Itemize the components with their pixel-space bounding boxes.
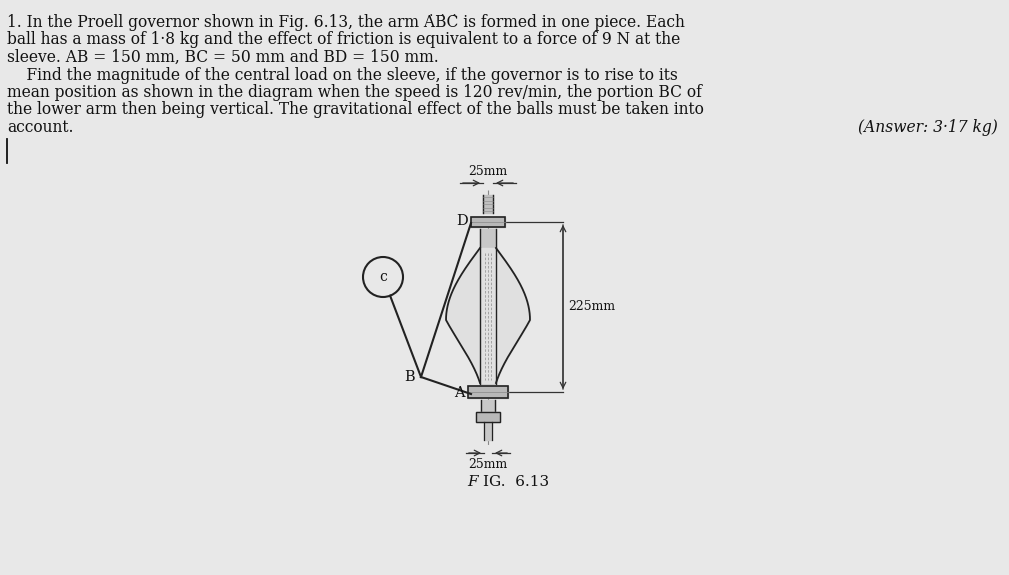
Text: ball has a mass of 1·8 kg and the effect of friction is equivalent to a force of: ball has a mass of 1·8 kg and the effect…	[7, 32, 680, 48]
Text: 1. In the Proell governor shown in Fig. 6.13, the arm ȦḂĊ is formed in one pi: 1. In the Proell governor shown in Fig. …	[7, 14, 685, 31]
Text: 25mm: 25mm	[468, 458, 508, 471]
Text: B: B	[405, 370, 415, 384]
Text: account.: account.	[7, 119, 74, 136]
Text: c: c	[379, 270, 386, 284]
Bar	[468, 386, 508, 398]
Text: Find the magnitude of the central load on the sleeve, if the governor is to rise: Find the magnitude of the central load o…	[7, 67, 678, 83]
Text: the lower arm then being vertical. The gravitational effect of the balls must be: the lower arm then being vertical. The g…	[7, 102, 704, 118]
Text: 25mm: 25mm	[468, 165, 508, 178]
Text: (Answer: 3·17 kg): (Answer: 3·17 kg)	[859, 119, 998, 136]
Bar	[476, 412, 500, 422]
Text: D: D	[456, 214, 468, 228]
Text: mean position as shown in the diagram when the speed is 120 rev/min, the portion: mean position as shown in the diagram wh…	[7, 84, 702, 101]
Bar	[471, 217, 504, 227]
Text: A: A	[454, 386, 465, 400]
Text: 225mm: 225mm	[568, 301, 615, 313]
Text: IG.  6.13: IG. 6.13	[483, 475, 549, 489]
Text: F: F	[467, 475, 478, 489]
Text: sleeve. AB = 150 mm, BC = 50 mm and BD = 150 mm.: sleeve. AB = 150 mm, BC = 50 mm and BD =…	[7, 49, 439, 66]
